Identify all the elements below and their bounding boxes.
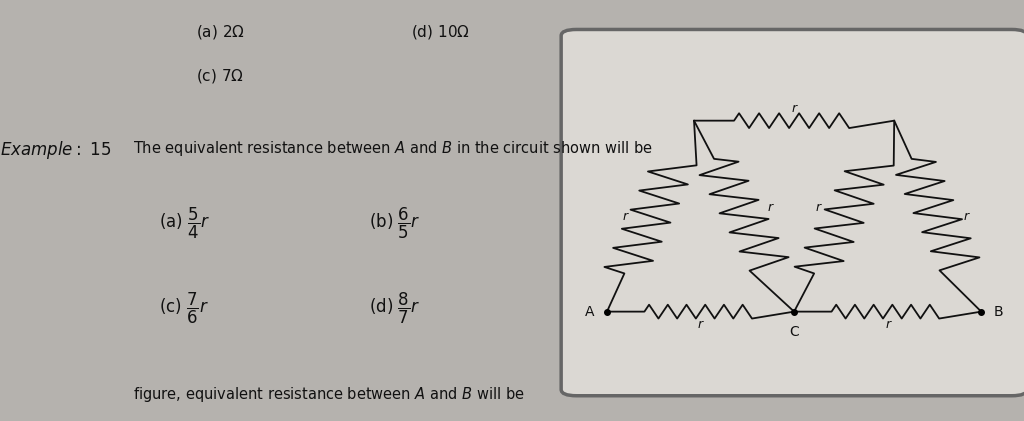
Text: (c) $\dfrac{7}{6}r$: (c) $\dfrac{7}{6}r$: [159, 290, 209, 326]
Text: $\mathit{Example:}$ $\mathit{15}$: $\mathit{Example:}$ $\mathit{15}$: [0, 139, 112, 161]
Text: r: r: [792, 101, 797, 115]
Text: r: r: [885, 318, 890, 331]
Text: r: r: [698, 318, 703, 331]
Text: A: A: [585, 305, 595, 319]
Text: (a) $\dfrac{5}{4}r$: (a) $\dfrac{5}{4}r$: [159, 206, 210, 242]
Text: (d) $\dfrac{8}{7}r$: (d) $\dfrac{8}{7}r$: [369, 290, 420, 326]
Text: (b) $\dfrac{6}{5}r$: (b) $\dfrac{6}{5}r$: [369, 206, 420, 242]
Text: B: B: [993, 305, 1004, 319]
FancyBboxPatch shape: [561, 29, 1024, 396]
Text: r: r: [816, 201, 821, 214]
Text: (d) $10\Omega$: (d) $10\Omega$: [411, 23, 470, 41]
Text: (c) $7\Omega$: (c) $7\Omega$: [197, 67, 244, 85]
Text: r: r: [964, 210, 969, 223]
Text: r: r: [623, 210, 628, 223]
Text: The equivalent resistance between $A$ and $B$ in the circuit shown will be: The equivalent resistance between $A$ an…: [133, 139, 653, 158]
Text: (a) $2\Omega$: (a) $2\Omega$: [196, 23, 245, 41]
Text: C: C: [790, 325, 799, 339]
Text: figure, equivalent resistance between $A$ and $B$ will be: figure, equivalent resistance between $A…: [133, 385, 525, 404]
Text: r: r: [767, 201, 772, 214]
